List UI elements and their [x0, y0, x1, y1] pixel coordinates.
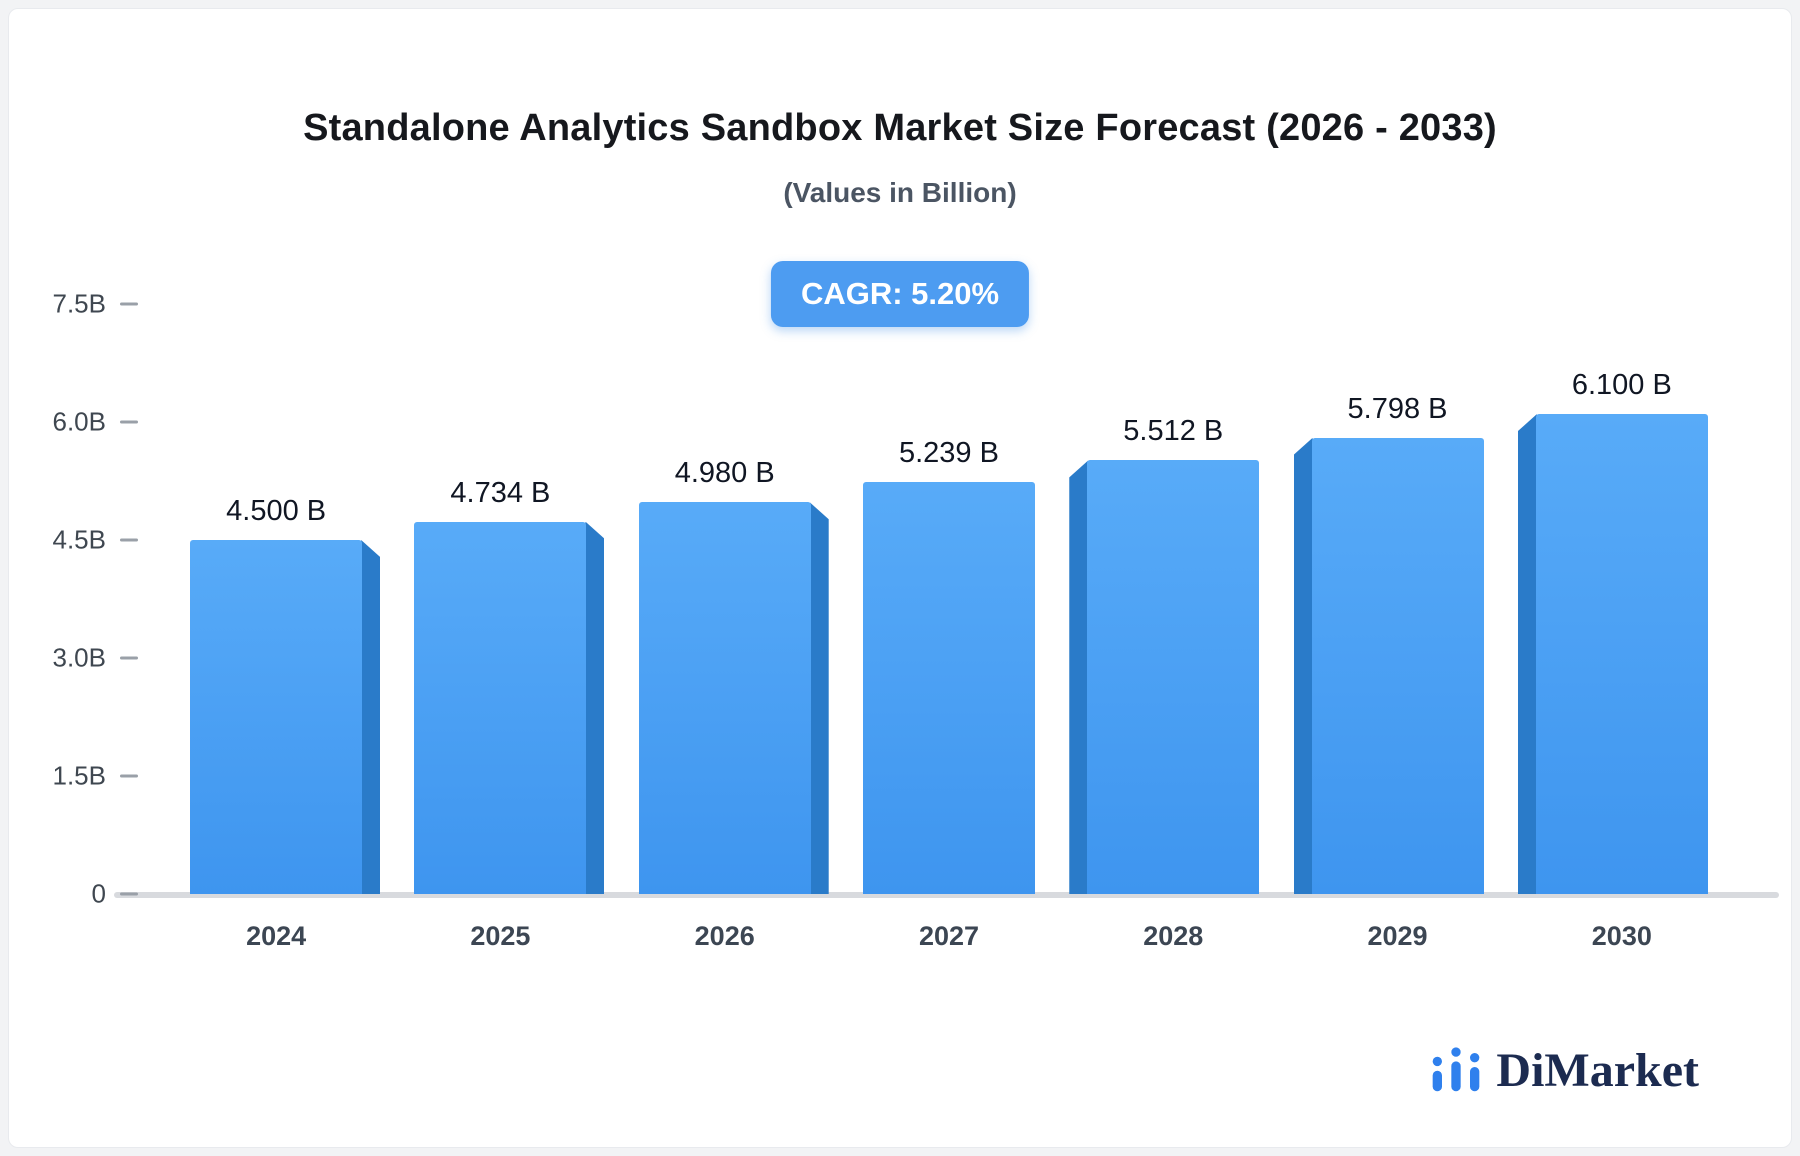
bar-side-face	[1293, 437, 1313, 894]
chart-title: Standalone Analytics Sandbox Market Size…	[303, 107, 1497, 149]
y-axis-tick: 6.0B	[52, 406, 138, 438]
y-axis-label: 4.5B	[52, 524, 107, 555]
bar-front-face	[414, 521, 587, 894]
y-axis-tick: 7.5B	[52, 288, 138, 320]
bar-front-face	[1087, 460, 1260, 894]
chart-card: Standalone Analytics Sandbox Market Size…	[8, 8, 1792, 1148]
x-axis-label: 2027	[918, 921, 980, 951]
bar-front-face	[1535, 414, 1708, 894]
cagr-badge: CAGR: 5.20%	[770, 261, 1030, 327]
x-axis-baseline	[114, 892, 1779, 898]
bar-front-face	[190, 540, 363, 894]
bar: 5.239 B	[862, 437, 1035, 894]
bar-front-face	[638, 502, 811, 894]
bar-value-label: 6.100 B	[1571, 369, 1672, 402]
x-axis-label: 2024	[246, 921, 307, 951]
chart-subtitle: (Values in Billion)	[783, 177, 1017, 208]
bar-slots: 4.500 B 2024 4.734 B 2025 4.980 B 2026 5.239 B…	[164, 304, 1734, 951]
bar-value-label: 5.239 B	[898, 436, 999, 469]
x-axis-label: 2026	[694, 921, 755, 951]
bar-value-label: 4.980 B	[674, 457, 775, 490]
bar-side-face	[1069, 460, 1089, 894]
brand-name: DiMarket	[1496, 1044, 1699, 1097]
bar: 5.798 B	[1293, 393, 1484, 894]
x-axis-label: 2029	[1367, 921, 1428, 951]
bar-value-label: 5.512 B	[1123, 415, 1224, 448]
y-axis-tick-dash	[120, 302, 138, 306]
bar-side-face	[585, 521, 605, 894]
x-axis-label: 2028	[1143, 921, 1204, 951]
bar-front-face	[1311, 437, 1484, 894]
y-axis-tick: 0	[92, 879, 138, 910]
bar: 4.980 B	[638, 457, 829, 894]
x-axis-label: 2030	[1591, 921, 1652, 951]
y-axis-label: 7.5B	[52, 288, 107, 319]
y-axis-tick-dash	[120, 420, 138, 424]
bar-slot: 5.512 B 2028	[1061, 304, 1285, 951]
plot-area: 4.500 B 2024 4.734 B 2025 4.980 B 2026 5.239 B…	[53, 289, 1779, 951]
y-axis-tick: 1.5B	[52, 760, 138, 792]
bar-value-label: 5.798 B	[1347, 392, 1448, 425]
y-axis-tick-dash	[120, 656, 138, 660]
bar-slot: 6.100 B 2030	[1510, 304, 1734, 951]
bar-value-label: 4.500 B	[226, 495, 327, 527]
y-axis-tick-dash	[120, 538, 138, 542]
bar-chart-logo-icon	[1433, 1047, 1480, 1092]
bar-side-face	[809, 502, 829, 894]
y-axis-label: 1.5B	[52, 760, 107, 791]
bar: 5.512 B	[1069, 415, 1260, 894]
y-axis-tick-dash	[120, 892, 138, 896]
bar-slot: 4.500 B 2024	[164, 304, 388, 951]
bar-slot: 5.239 B 2027	[837, 304, 1061, 951]
bar-side-face	[361, 540, 381, 894]
bar-side-face	[1517, 414, 1537, 894]
y-axis-label: 0	[91, 878, 106, 909]
y-axis-tick: 4.5B	[52, 524, 138, 556]
bar-slot: 4.980 B 2026	[613, 304, 837, 951]
bar-value-label: 4.734 B	[450, 476, 551, 509]
bar: 6.100 B	[1517, 369, 1708, 894]
y-axis-label: 3.0B	[52, 642, 107, 673]
x-axis-label: 2025	[470, 921, 531, 951]
y-axis-tick: 3.0B	[52, 642, 138, 674]
brand-logo: DiMarket	[1428, 1039, 1699, 1095]
bar-slot: 5.798 B 2029	[1285, 304, 1509, 951]
y-axis-label: 6.0B	[52, 406, 107, 437]
bar-front-face	[862, 481, 1035, 894]
bar-slot: 4.734 B 2025	[388, 304, 612, 951]
y-axis-tick-dash	[120, 774, 138, 778]
bar: 4.734 B	[414, 477, 605, 894]
bar: 4.500 B	[190, 495, 381, 894]
